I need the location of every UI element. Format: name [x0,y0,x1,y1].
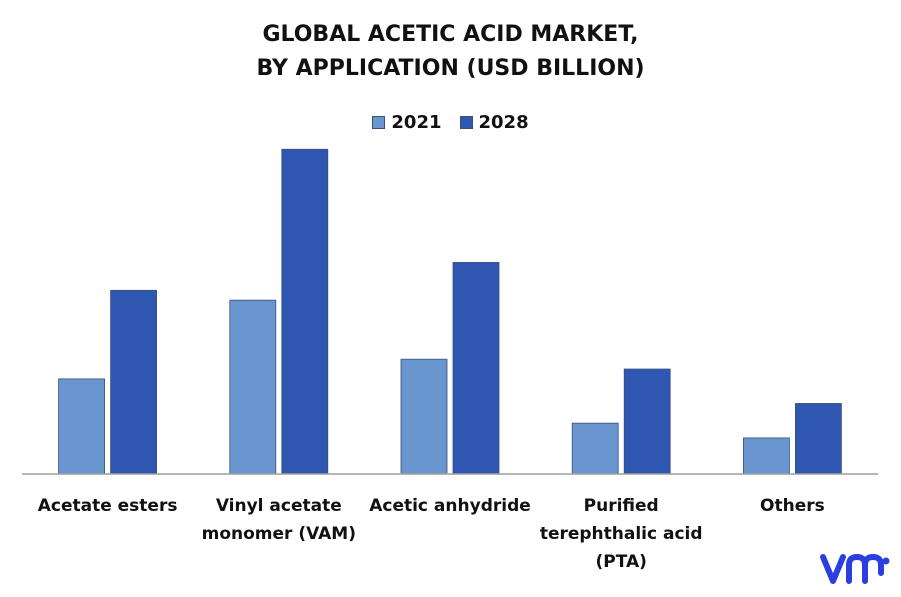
x-tick-label: (PTA) [595,552,646,572]
chart-title-line-1: GLOBAL ACETIC ACID MARKET, [262,22,639,47]
bar-2028-1 [281,148,329,475]
chart-title: GLOBAL ACETIC ACID MARKET, BY APPLICATIO… [0,18,901,86]
x-tick-label: Acetate esters [38,496,178,516]
legend-swatch-2028 [459,116,473,129]
vmr-logo-icon [820,554,890,584]
x-tick-label: Purified [584,496,659,516]
legend-item-2028: 2028 [459,112,529,133]
legend-item-2021: 2021 [372,112,442,133]
bar-2021-3 [571,422,619,475]
x-tick-label: terephthalic acid [540,524,703,544]
bar-2021-4 [743,437,790,475]
x-tick-label: Acetic anhydride [369,496,531,516]
legend-label-2021: 2021 [391,112,442,133]
x-tick-label: monomer (VAM) [202,524,356,544]
bar-2021-2 [400,358,448,475]
legend-swatch-2021 [372,116,386,129]
legend-label-2028: 2028 [478,112,529,133]
bar-2028-2 [452,262,500,475]
bar-2021-0 [58,378,105,475]
legend: 2021 2028 [0,112,901,133]
bar-2021-1 [229,299,277,475]
x-tick-label: Vinyl acetate [216,496,342,516]
bar-2028-3 [623,368,671,475]
chart-title-line-2: BY APPLICATION (USD BILLION) [256,56,645,81]
x-tick-label: Others [760,496,825,516]
bar-2028-0 [110,289,157,475]
bar-2028-4 [795,403,842,475]
